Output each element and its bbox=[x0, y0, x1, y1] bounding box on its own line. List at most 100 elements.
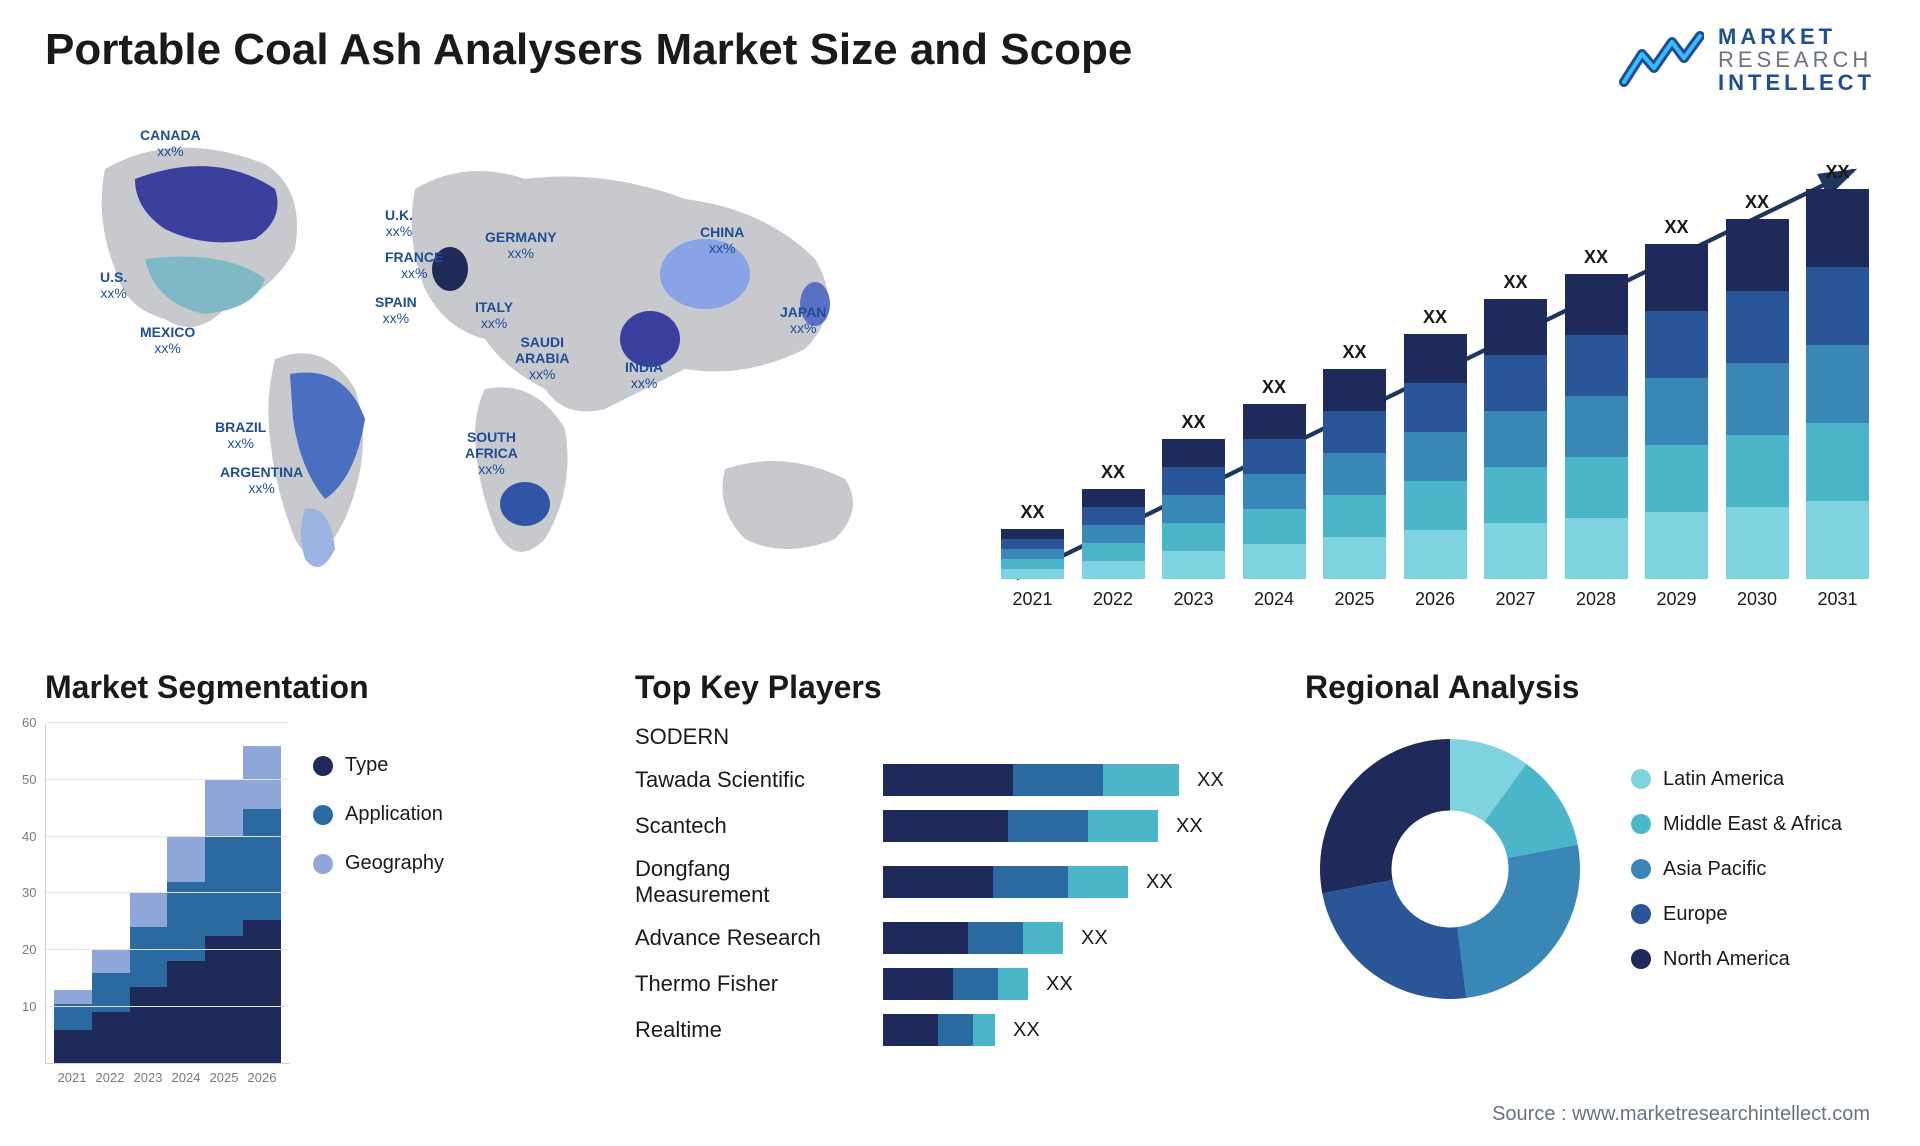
legend-label: Middle East & Africa bbox=[1663, 813, 1842, 836]
legend-dot-icon bbox=[1631, 949, 1651, 969]
legend-label: Application bbox=[345, 803, 443, 826]
region-legend-item: Europe bbox=[1631, 903, 1842, 926]
growth-seg bbox=[1404, 432, 1467, 481]
map-label-germany: GERMANYxx% bbox=[485, 229, 557, 261]
player-bar-seg bbox=[883, 922, 968, 954]
growth-value-label: XX bbox=[1503, 272, 1527, 293]
growth-seg bbox=[1001, 559, 1064, 569]
growth-value-label: XX bbox=[1262, 377, 1286, 398]
growth-value-label: XX bbox=[1825, 162, 1849, 183]
growth-seg bbox=[1082, 489, 1145, 507]
logo-line-2: RESEARCH bbox=[1718, 48, 1875, 71]
seg-year-label: 2026 bbox=[243, 1070, 281, 1085]
regional-legend: Latin AmericaMiddle East & AfricaAsia Pa… bbox=[1631, 768, 1842, 971]
growth-seg bbox=[1645, 311, 1708, 378]
growth-year-label: 2024 bbox=[1243, 589, 1306, 610]
player-name: Realtime bbox=[635, 1017, 865, 1043]
header: Portable Coal Ash Analysers Market Size … bbox=[45, 25, 1875, 94]
player-value-label: XX bbox=[1046, 973, 1073, 996]
growth-seg bbox=[1001, 529, 1064, 539]
segmentation-title: Market Segmentation bbox=[45, 669, 605, 706]
growth-seg bbox=[1323, 369, 1386, 411]
player-value-label: XX bbox=[1197, 769, 1224, 792]
player-bar-seg bbox=[883, 1014, 938, 1046]
growth-bar-2023: XX bbox=[1162, 412, 1225, 579]
player-bar-seg bbox=[1013, 764, 1103, 796]
player-row: Dongfang MeasurementXX bbox=[635, 856, 1275, 908]
seg-year-label: 2024 bbox=[167, 1070, 205, 1085]
logo-line-1: MARKET bbox=[1718, 25, 1875, 48]
seg-segment bbox=[92, 1012, 130, 1063]
page-title: Portable Coal Ash Analysers Market Size … bbox=[45, 25, 1132, 75]
growth-seg bbox=[1806, 423, 1869, 501]
player-name: Advance Research bbox=[635, 925, 865, 951]
map-label-japan: JAPANxx% bbox=[780, 304, 826, 336]
growth-year-label: 2026 bbox=[1404, 589, 1467, 610]
map-label-brazil: BRAZILxx% bbox=[215, 419, 266, 451]
seg-segment bbox=[130, 893, 168, 927]
growth-seg bbox=[1645, 244, 1708, 311]
player-name: Scantech bbox=[635, 813, 865, 839]
seg-year-label: 2021 bbox=[53, 1070, 91, 1085]
growth-bar-2024: XX bbox=[1243, 377, 1306, 579]
growth-seg bbox=[1162, 551, 1225, 579]
player-bar-seg bbox=[883, 764, 1013, 796]
map-label-france: FRANCExx% bbox=[385, 249, 443, 281]
seg-bar-2026 bbox=[243, 746, 281, 1063]
growth-seg bbox=[1565, 335, 1628, 396]
seg-legend-item: Geography bbox=[313, 852, 605, 875]
legend-dot-icon bbox=[1631, 904, 1651, 924]
growth-value-label: XX bbox=[1423, 307, 1447, 328]
player-name: Thermo Fisher bbox=[635, 971, 865, 997]
player-bar-seg bbox=[973, 1014, 995, 1046]
seg-segment bbox=[54, 1004, 92, 1030]
player-bar bbox=[883, 764, 1179, 796]
region-legend-item: Asia Pacific bbox=[1631, 858, 1842, 881]
seg-segment bbox=[243, 920, 281, 1063]
growth-seg bbox=[1243, 509, 1306, 544]
growth-value-label: XX bbox=[1181, 412, 1205, 433]
seg-segment bbox=[205, 936, 243, 1064]
segmentation-chart: 102030405060 bbox=[45, 724, 289, 1064]
player-bar-seg bbox=[1103, 764, 1179, 796]
growth-year-label: 2025 bbox=[1323, 589, 1386, 610]
regional-title: Regional Analysis bbox=[1305, 669, 1875, 706]
growth-seg bbox=[1082, 543, 1145, 561]
growth-bar-2026: XX bbox=[1404, 307, 1467, 579]
seg-gridline: 40 bbox=[46, 836, 289, 837]
growth-value-label: XX bbox=[1584, 247, 1608, 268]
growth-bar-2028: XX bbox=[1565, 247, 1628, 579]
growth-seg bbox=[1565, 396, 1628, 457]
growth-seg bbox=[1082, 561, 1145, 579]
growth-seg bbox=[1484, 355, 1547, 411]
growth-seg bbox=[1404, 383, 1467, 432]
brand-logo: MARKET RESEARCH INTELLECT bbox=[1618, 25, 1875, 94]
growth-seg bbox=[1323, 537, 1386, 579]
growth-bar-2030: XX bbox=[1726, 192, 1789, 579]
seg-bar-2022 bbox=[92, 950, 130, 1063]
player-name: Tawada Scientific bbox=[635, 767, 865, 793]
regional-panel: Regional Analysis Latin AmericaMiddle Ea… bbox=[1305, 669, 1875, 1085]
seg-year-label: 2022 bbox=[91, 1070, 129, 1085]
legend-dot-icon bbox=[1631, 769, 1651, 789]
growth-seg bbox=[1806, 501, 1869, 579]
growth-seg bbox=[1162, 467, 1225, 495]
seg-segment bbox=[54, 1030, 92, 1063]
seg-year-label: 2023 bbox=[129, 1070, 167, 1085]
growth-seg bbox=[1001, 549, 1064, 559]
growth-year-label: 2030 bbox=[1726, 589, 1789, 610]
growth-value-label: XX bbox=[1664, 217, 1688, 238]
growth-seg bbox=[1726, 507, 1789, 579]
seg-legend-item: Type bbox=[313, 754, 605, 777]
top-row: CANADAxx%U.S.xx%MEXICOxx%BRAZILxx%ARGENT… bbox=[45, 109, 1875, 629]
seg-gridline: 30 bbox=[46, 892, 289, 893]
players-panel: Top Key Players SODERNTawada ScientificX… bbox=[635, 669, 1275, 1085]
seg-year-label: 2025 bbox=[205, 1070, 243, 1085]
seg-bar-2023 bbox=[130, 893, 168, 1063]
player-value-label: XX bbox=[1013, 1019, 1040, 1042]
donut-slice bbox=[1320, 739, 1450, 893]
legend-label: Geography bbox=[345, 852, 444, 875]
growth-seg bbox=[1565, 274, 1628, 335]
growth-seg bbox=[1001, 569, 1064, 579]
legend-dot-icon bbox=[313, 854, 333, 874]
